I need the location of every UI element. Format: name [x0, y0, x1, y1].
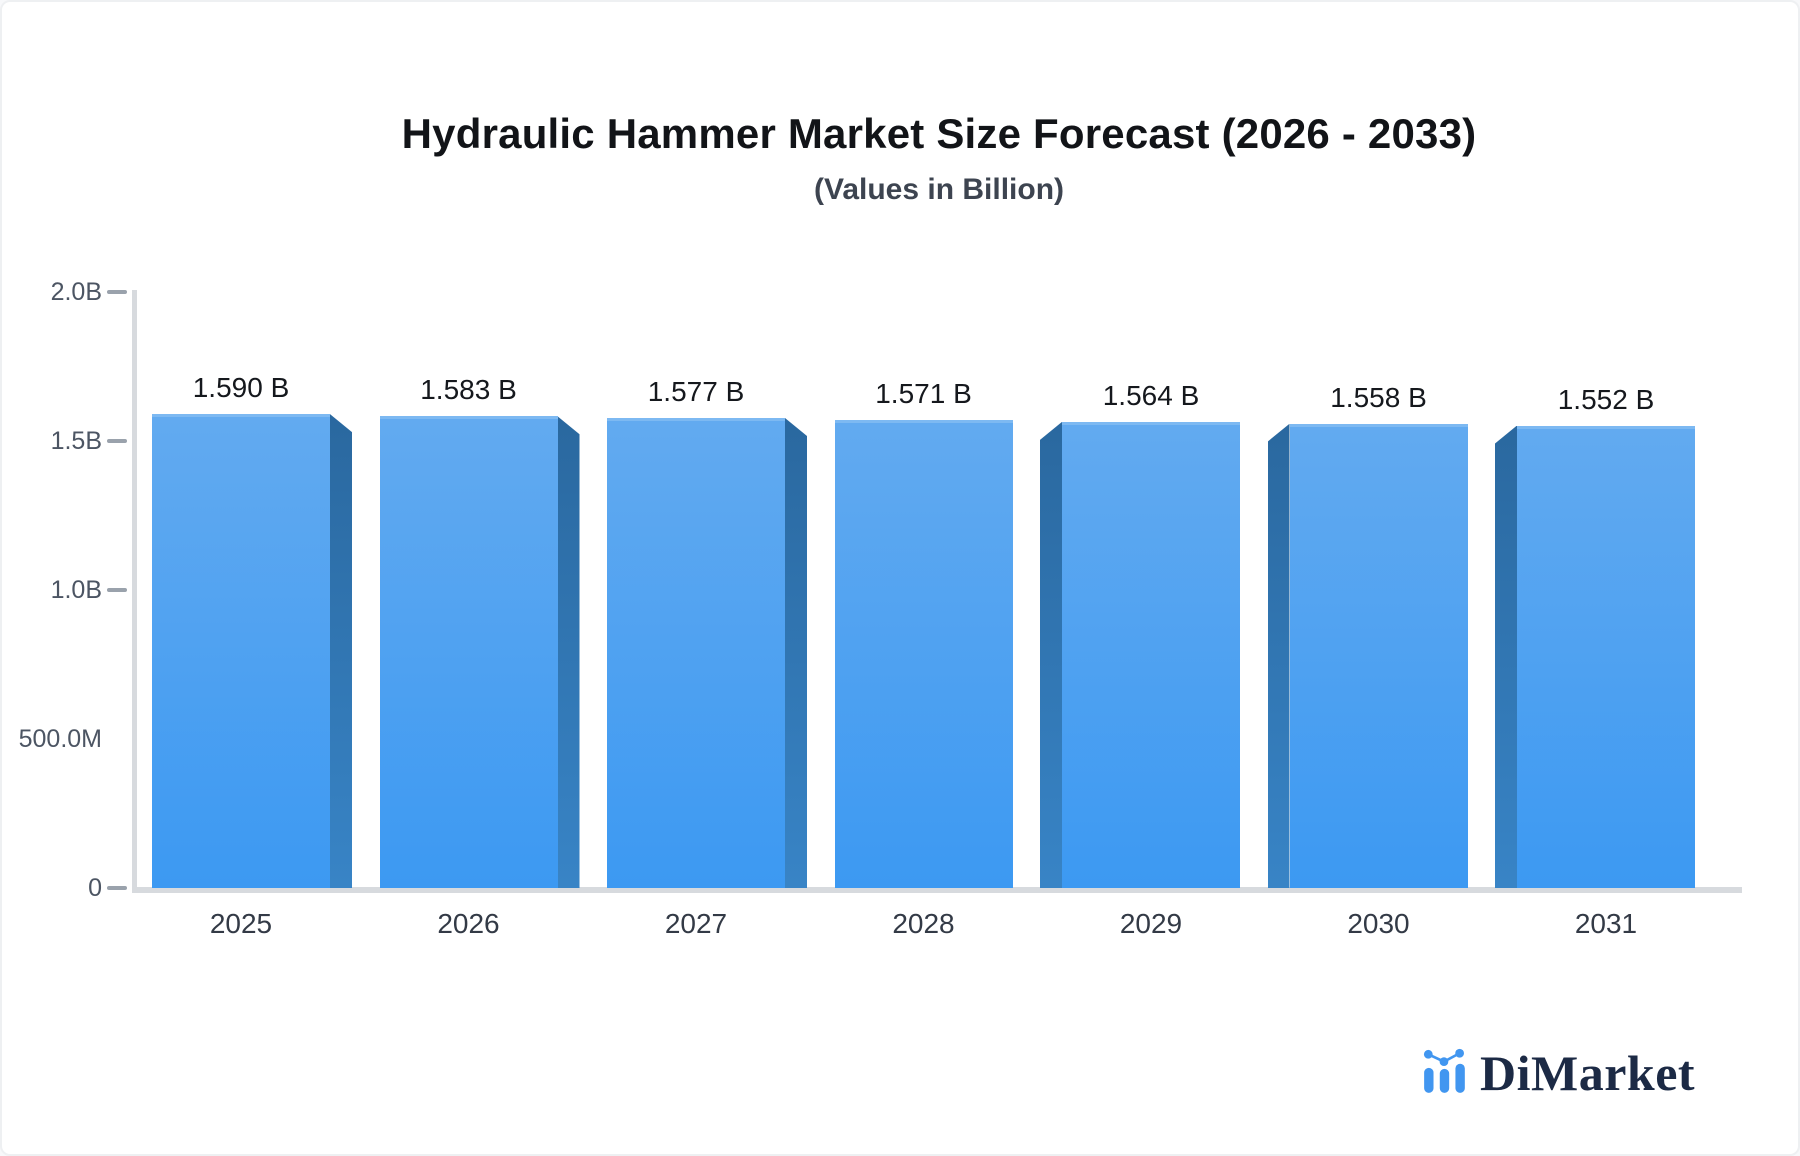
- bar-value-label: 1.577 B: [647, 376, 745, 408]
- y-axis-tick-label: 2.0B: [50, 278, 102, 306]
- bar-side-face: [1495, 425, 1517, 888]
- x-axis-label: 2030: [1347, 908, 1410, 939]
- chart-subtitle: (Values in Billion): [813, 173, 1065, 206]
- bar-value-label: 1.564 B: [1102, 379, 1200, 411]
- bar-chart-icon: [1422, 1047, 1468, 1100]
- bar-value-label: 1.583 B: [420, 374, 517, 406]
- bar-value-label: 1.558 B: [1330, 381, 1427, 413]
- x-axis-label: 2026: [437, 908, 500, 939]
- brand-name: DiMarket: [1480, 1045, 1696, 1101]
- x-axis-label: 2031: [1574, 908, 1638, 939]
- bar-side-face: [785, 418, 807, 888]
- x-axis-label: 2028: [892, 908, 955, 939]
- bar-value-label: 1.590 B: [192, 372, 290, 404]
- y-axis-tick-mark: [107, 886, 127, 890]
- bar-side-face: [557, 416, 580, 888]
- chart-header: Hydraulic Hammer Market Size Forecast (2…: [132, 110, 1746, 208]
- chart-title: Hydraulic Hammer Market Size Forecast (2…: [401, 110, 1477, 157]
- x-axis-line: [132, 887, 1742, 893]
- x-axis-label: 2025: [209, 908, 273, 939]
- bar-side-face: [330, 414, 352, 888]
- bar-2025: [152, 414, 330, 888]
- y-axis-tick-label: 0: [88, 874, 102, 902]
- bar-value-label: 1.571 B: [875, 377, 972, 409]
- y-axis-tick-mark: [107, 588, 127, 592]
- y-axis-tick-mark: [107, 439, 127, 443]
- y-axis-tick-mark: [107, 290, 127, 294]
- bar-2028: [834, 419, 1013, 888]
- bar-2029: [1062, 421, 1240, 888]
- y-axis-tick-label: 1.0B: [50, 576, 102, 604]
- brand-logo: DiMarket: [1422, 1040, 1695, 1106]
- bar-side-face: [1267, 423, 1290, 888]
- bar-2026: [379, 416, 558, 888]
- bar-2031: [1517, 425, 1695, 888]
- y-axis-line: [132, 290, 137, 893]
- bar-side-face: [1040, 421, 1062, 888]
- x-axis-label: 2027: [664, 908, 728, 939]
- y-axis-tick-label: 1.5B: [50, 427, 102, 455]
- bar-value-label: 1.552 B: [1557, 383, 1655, 415]
- x-axis-label: 2029: [1119, 908, 1183, 939]
- bar-2030: [1289, 423, 1468, 888]
- y-axis-tick-label: 500.0M: [18, 725, 102, 753]
- bar-2027: [607, 418, 785, 888]
